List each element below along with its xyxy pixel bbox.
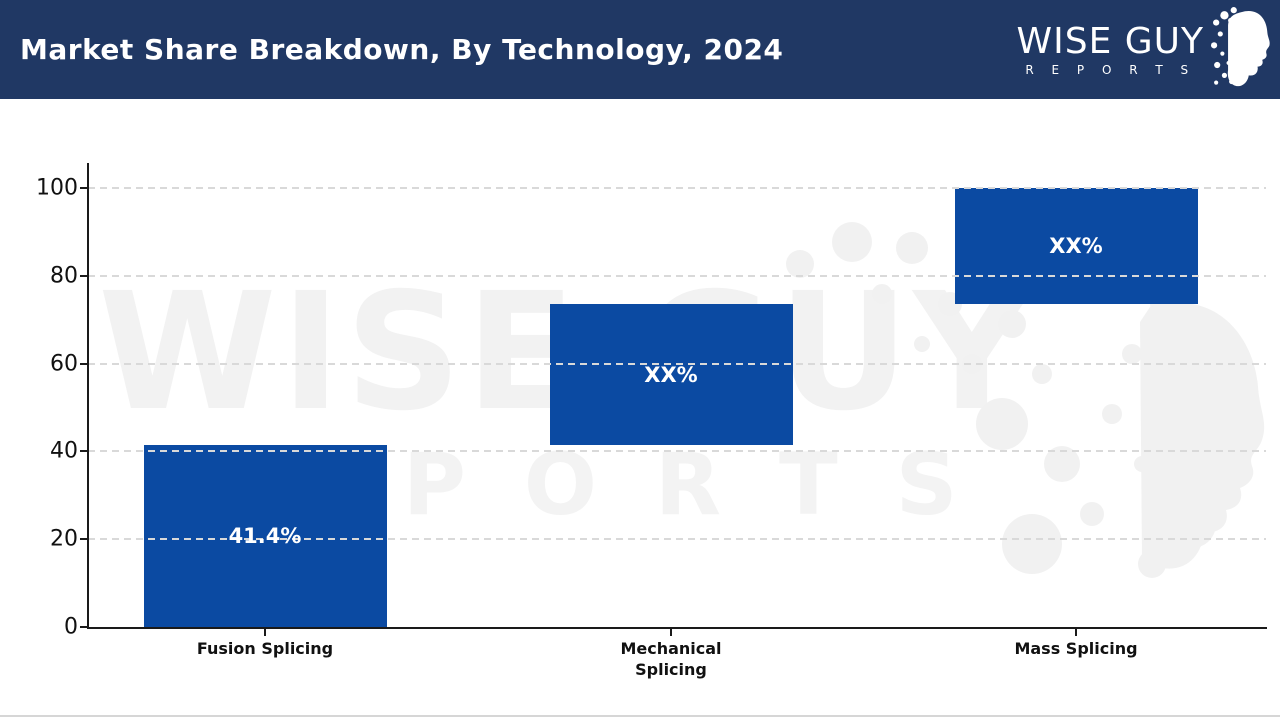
- y-tick-mark-100: [80, 187, 88, 189]
- x-axis-line: [87, 627, 1267, 629]
- y-tick-mark-60: [80, 362, 88, 365]
- x-category-label-1: Mechanical Splicing: [521, 639, 821, 681]
- wise-guy-logo-text: WISE GUY R E P O R T S: [1016, 20, 1205, 77]
- logo-brand-subtitle: R E P O R T S: [1025, 62, 1196, 77]
- x-tick-mark-2: [1075, 629, 1077, 636]
- y-tick-mark-80: [80, 274, 88, 277]
- x-category-label-line: Fusion Splicing: [196, 639, 334, 658]
- face-profile-dots-icon: [1210, 7, 1270, 87]
- x-category-label-2: Mass Splicing: [926, 639, 1226, 660]
- bar-0: [143, 445, 387, 627]
- y-tick-label-20: 20: [50, 526, 78, 552]
- bottom-divider: [0, 715, 1280, 717]
- wise-guy-logo: WISE GUY R E P O R T S: [1017, 4, 1275, 96]
- bar-value-label-1: XX%: [644, 362, 698, 387]
- bar-value-label-2: XX%: [1049, 234, 1103, 259]
- x-tick-mark-1: [670, 629, 672, 636]
- y-axis-line: [87, 163, 89, 629]
- gridline-60: [88, 362, 1266, 365]
- page-title: Market Share Breakdown, By Technology, 2…: [20, 33, 784, 66]
- gridline-80: [88, 274, 1266, 277]
- y-tick-mark-20: [80, 538, 88, 541]
- y-tick-label-100: 100: [36, 175, 78, 201]
- bar-1: [549, 304, 793, 446]
- y-tick-label-60: 60: [50, 351, 78, 377]
- x-category-label-0: Fusion Splicing: [115, 639, 415, 660]
- x-tick-mark-0: [264, 629, 266, 636]
- y-tick-mark-40: [80, 450, 88, 453]
- bar-2: [954, 188, 1198, 305]
- bar-value-label-0: 41.4%: [228, 524, 302, 549]
- y-tick-label-0: 0: [64, 614, 78, 640]
- logo-brand-name: WISE GUY: [1016, 20, 1204, 62]
- x-category-label-line: Mass Splicing: [1014, 639, 1138, 658]
- x-category-label-line: Splicing: [635, 659, 707, 679]
- gridline-20: [88, 538, 1266, 541]
- y-tick-label-80: 80: [50, 263, 78, 289]
- x-category-label-line: Mechanical: [620, 639, 722, 658]
- y-tick-label-40: 40: [50, 438, 78, 464]
- y-tick-mark-0: [80, 626, 88, 628]
- gridline-40: [88, 450, 1266, 453]
- gridline-100: [88, 187, 1266, 189]
- header-banner: Market Share Breakdown, By Technology, 2…: [0, 0, 1280, 99]
